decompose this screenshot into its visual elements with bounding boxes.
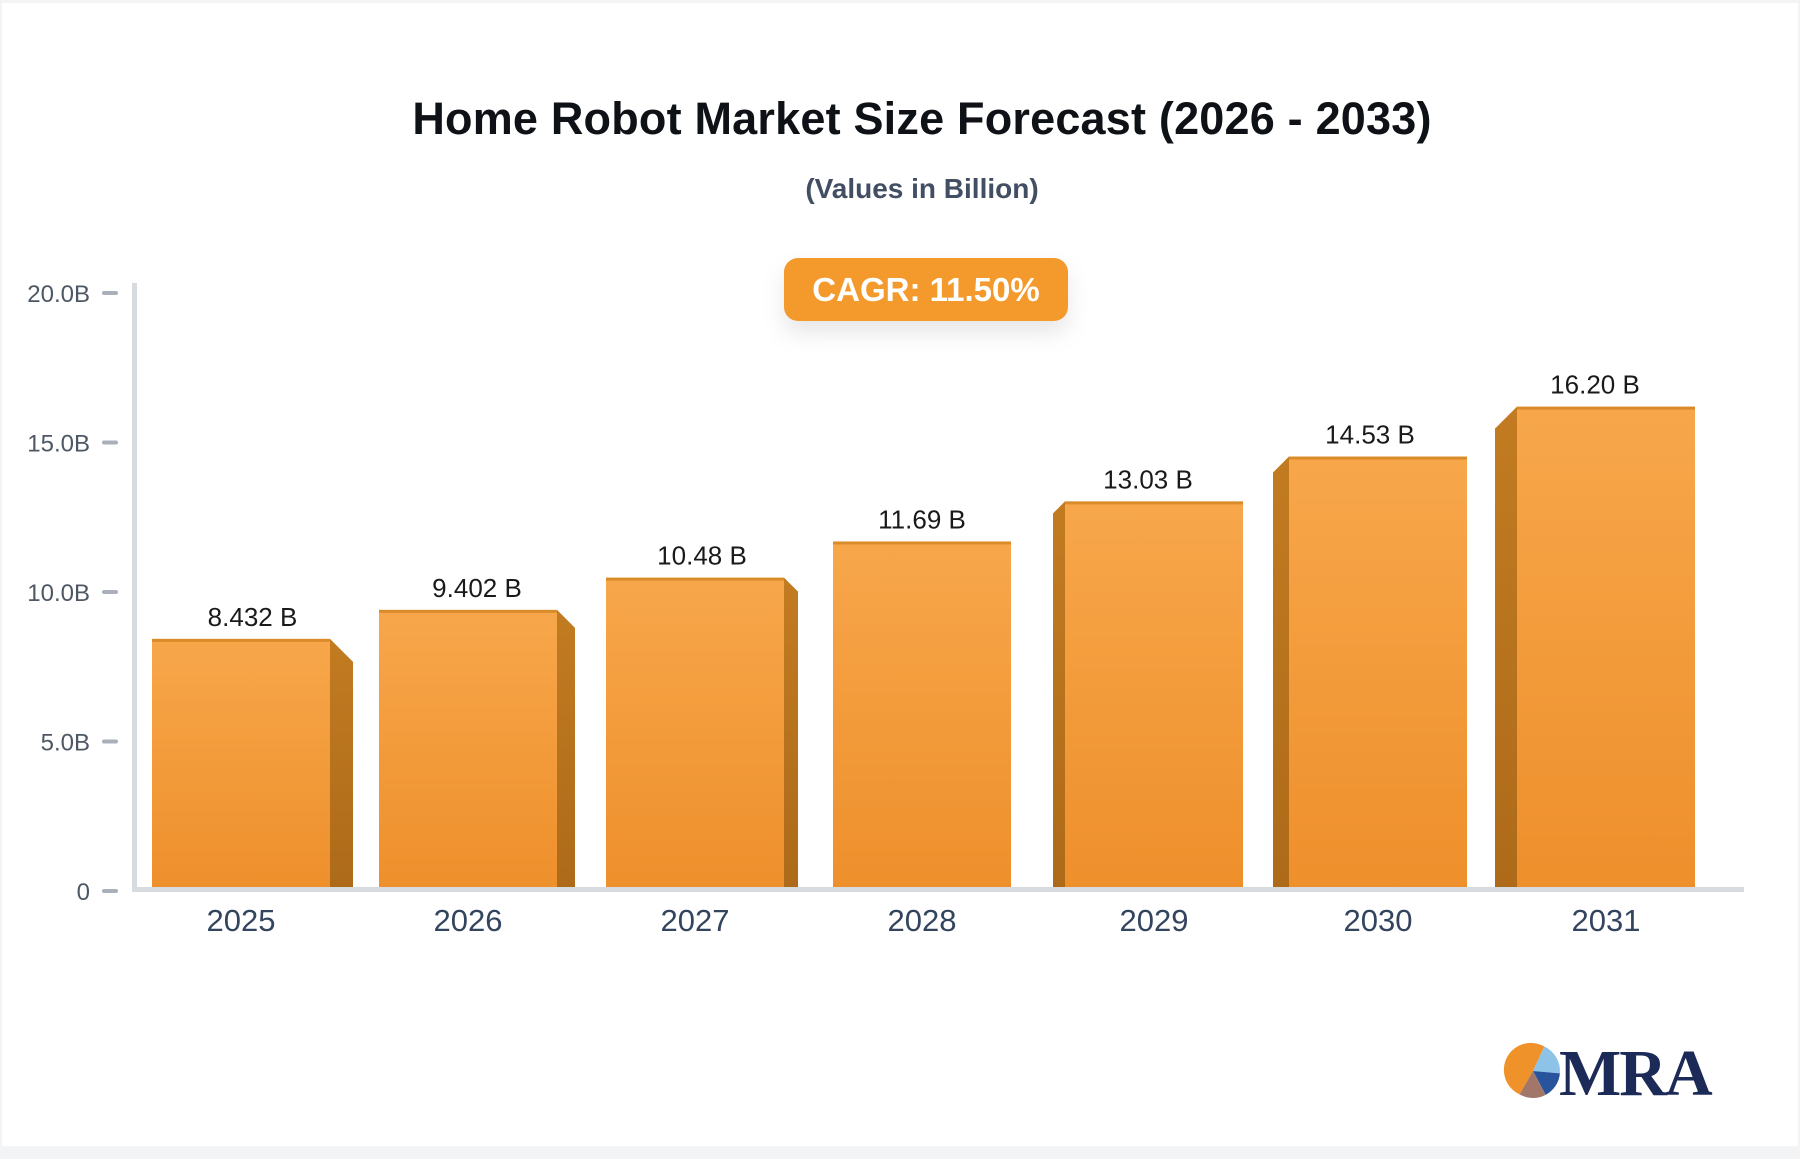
logo-pie-slice-lightblue [1533,1046,1561,1074]
x-axis-label-2025: 2025 [207,903,276,938]
y-axis-label: 20.0B [27,281,90,308]
chart-card: Home Robot Market Size Forecast (2026 - … [2,3,1798,1146]
y-axis-tick [102,739,118,744]
logo-text: MRA [1559,1037,1713,1110]
bar-value-label: 8.432 B [208,602,298,632]
x-axis-label-2027: 2027 [661,903,730,938]
logo-pie-icon [1503,1042,1561,1099]
bar-face [1065,501,1243,891]
y-axis-label: 15.0B [27,431,90,458]
x-axis-label-2028: 2028 [888,903,957,938]
bar-2027: 10.48 B [606,541,798,891]
bar-top-edge [833,541,1011,545]
bar-face [152,638,330,891]
bar-top-edge [379,609,557,613]
bar-side-face [330,638,353,891]
bar-2028: 11.69 B [833,504,1011,891]
bar-top-edge [1065,501,1243,505]
bar-2031: 16.20 B [1495,370,1695,891]
bar-value-label: 13.03 B [1103,464,1193,494]
chart-subtitle: (Values in Billion) [805,173,1039,204]
logo-pie-slice-orange [1503,1042,1545,1095]
chart-title: Home Robot Market Size Forecast (2026 - … [412,93,1432,144]
bar-side-face [784,577,798,891]
bar-face [1289,456,1467,891]
bar-value-label: 14.53 B [1325,420,1415,450]
brand-logo: MRA [1503,1037,1715,1110]
x-axis-line [132,887,1744,892]
bar-top-edge [1517,406,1695,410]
bar-top-edge [152,638,330,642]
y-axis-label: 5.0B [41,730,90,757]
bar-face [833,541,1011,891]
cagr-badge: CAGR: 11.50% [784,258,1068,321]
bar-chart: 20.0B 15.0B 10.0B 5.0B 0 8.432 B 9.402 B 10.48 … [27,281,1744,938]
x-axis-label-2029: 2029 [1120,903,1189,938]
bar-2029: 13.03 B [1053,464,1243,891]
logo-pie-slice-brown [1519,1071,1546,1099]
y-axis-tick [102,590,118,594]
bar-value-label: 9.402 B [432,573,522,603]
bar-face [379,609,557,891]
bar-2025: 8.432 B [152,602,353,891]
y-axis-line [132,283,137,892]
y-axis-tick [102,440,118,445]
bar-face [1517,406,1695,891]
y-axis-label: 0 [77,879,90,906]
bar-side-face [1495,406,1517,891]
x-axis-label-2026: 2026 [434,903,503,938]
bar-face [606,577,784,891]
x-axis-label-2030: 2030 [1344,903,1413,938]
bar-side-face [1053,501,1065,891]
bar-side-face [557,609,575,891]
bar-value-label: 11.69 B [878,504,966,534]
bar-2026: 9.402 B [379,573,575,891]
x-axis-label-2031: 2031 [1572,903,1641,938]
bar-value-label: 10.48 B [657,541,747,571]
y-axis-label: 10.0B [27,580,90,607]
bar-2030: 14.53 B [1273,420,1467,891]
bar-top-edge [1289,456,1467,460]
logo-pie-slice-navy [1533,1071,1560,1095]
bar-side-face [1273,456,1289,891]
y-axis-tick [102,291,118,295]
bar-top-edge [606,577,784,581]
y-axis-tick [102,889,118,893]
bar-value-label: 16.20 B [1550,370,1640,400]
